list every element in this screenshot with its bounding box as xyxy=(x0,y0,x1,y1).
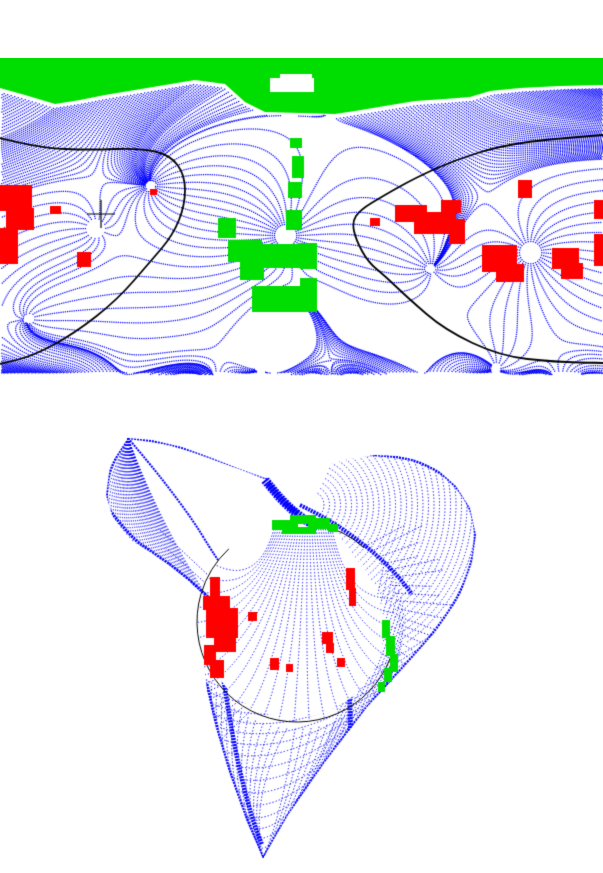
synoptic-map-panel xyxy=(0,58,603,376)
field-3d-panel xyxy=(0,430,603,873)
